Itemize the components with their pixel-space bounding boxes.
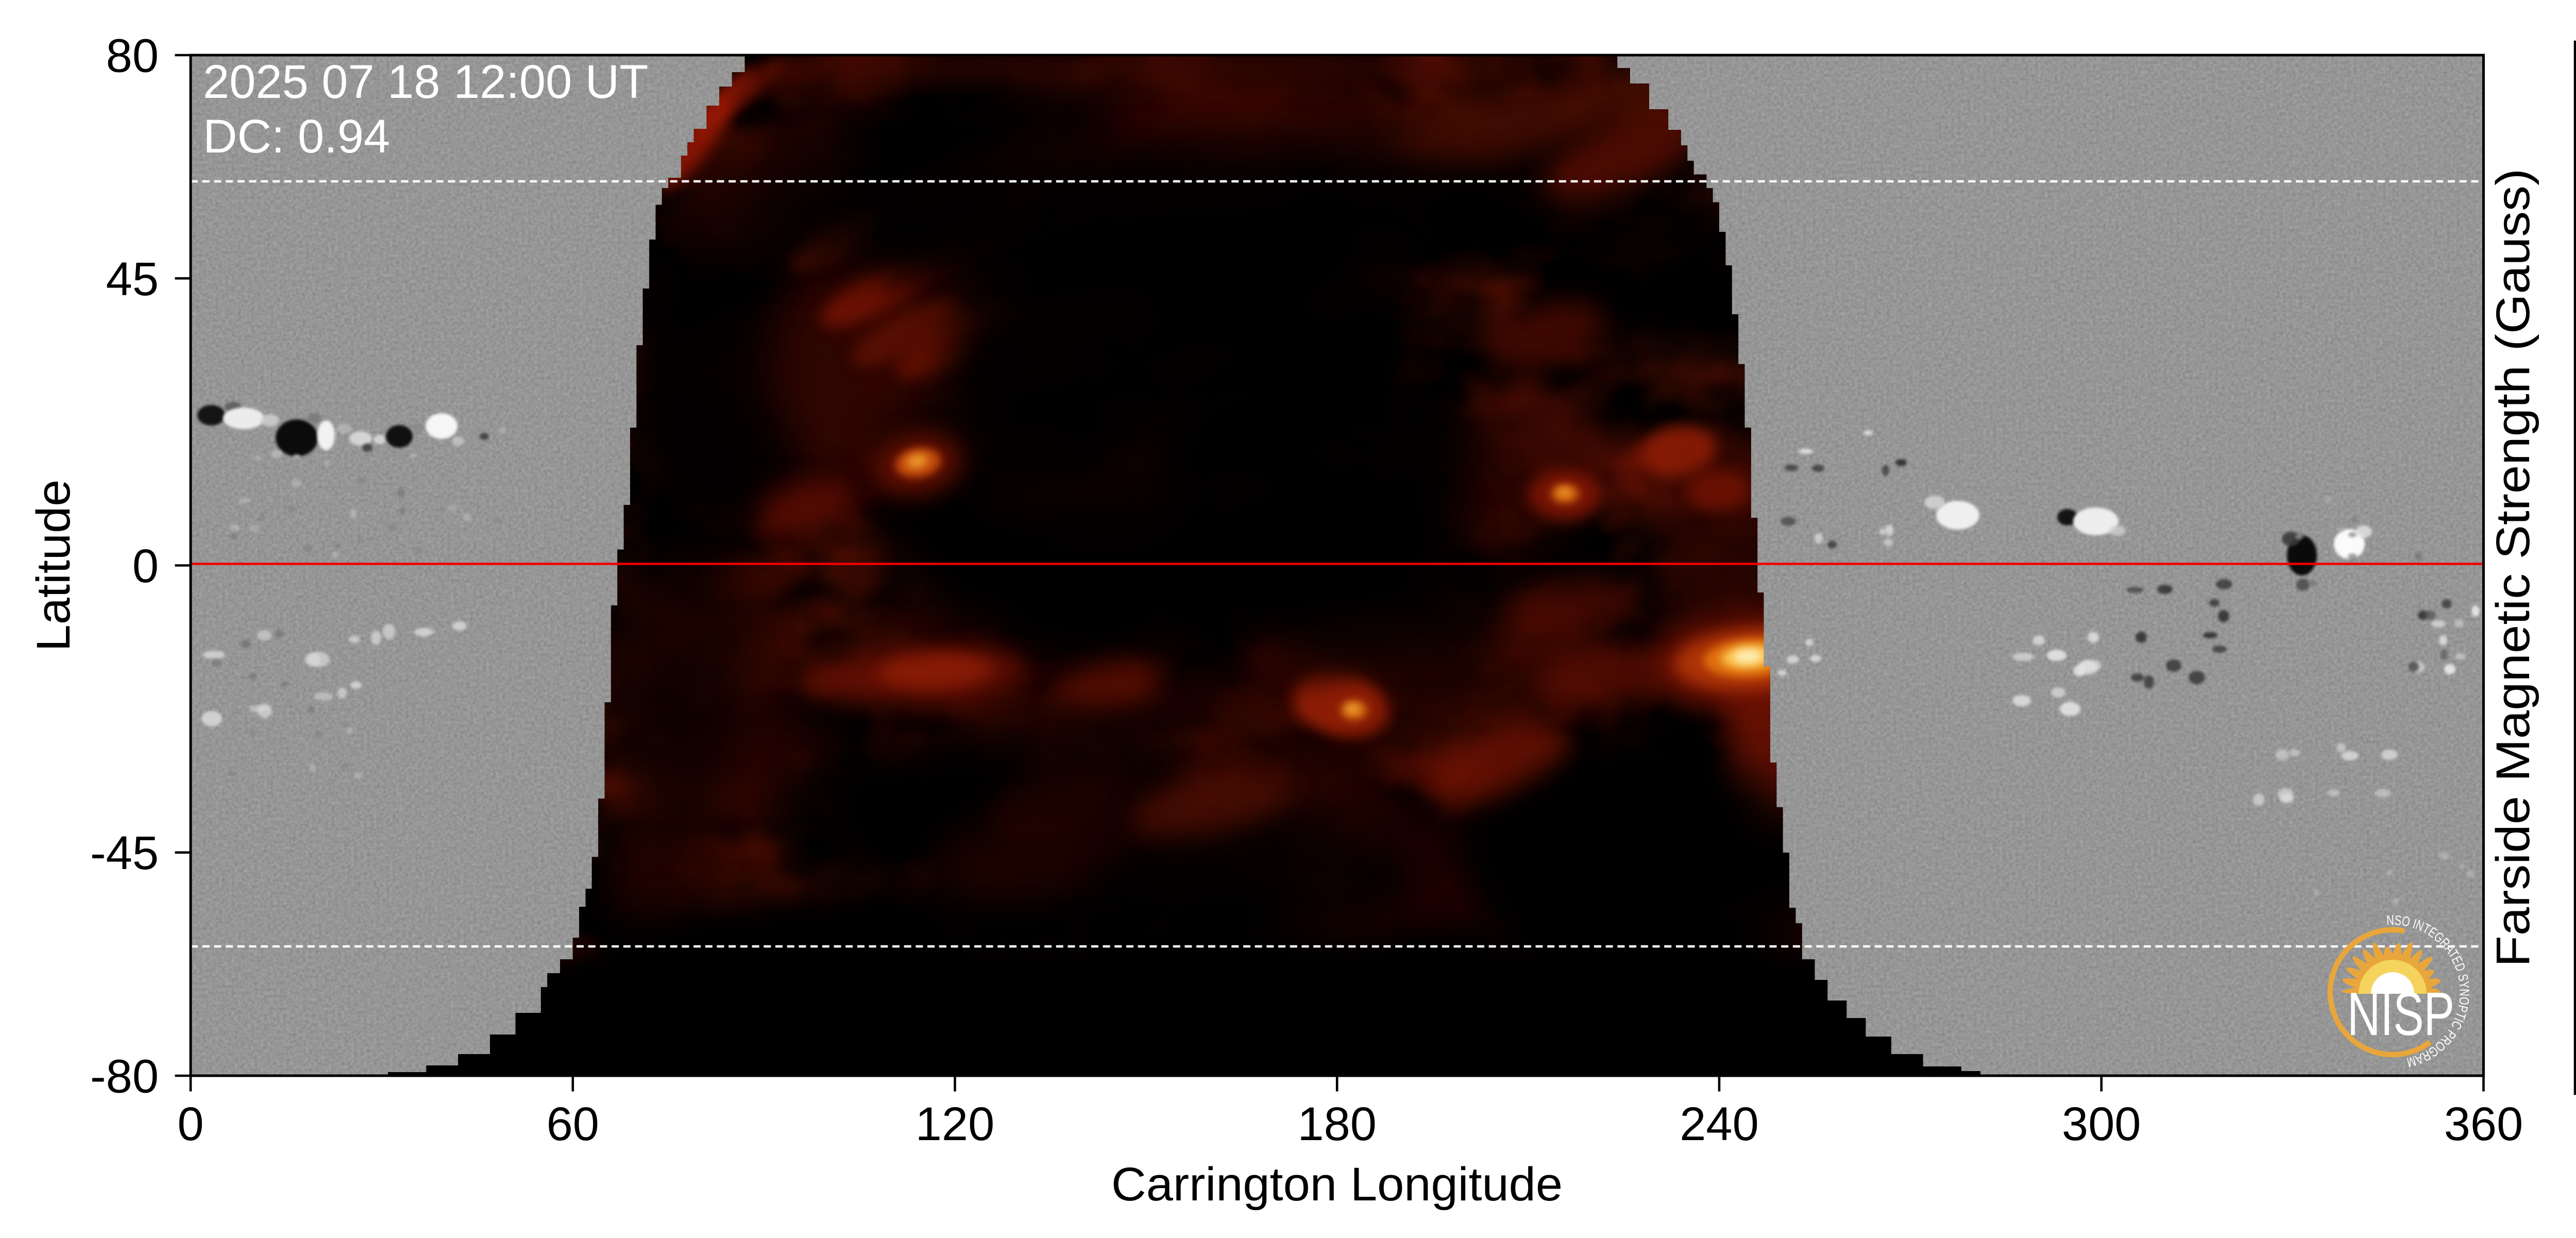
svg-text:0: 0 bbox=[177, 1098, 204, 1150]
svg-text:NISP: NISP bbox=[2347, 980, 2454, 1048]
svg-text:60: 60 bbox=[547, 1098, 599, 1150]
svg-text:300: 300 bbox=[2062, 1098, 2141, 1150]
svg-text:80: 80 bbox=[106, 30, 159, 82]
svg-text:180: 180 bbox=[1297, 1098, 1377, 1150]
svg-text:120: 120 bbox=[916, 1098, 995, 1150]
svg-text:DC: 0.94: DC: 0.94 bbox=[203, 110, 390, 163]
svg-text:0: 0 bbox=[132, 540, 159, 592]
svg-text:45: 45 bbox=[106, 253, 159, 306]
svg-text:240: 240 bbox=[1680, 1098, 1759, 1150]
svg-text:Latitude: Latitude bbox=[27, 480, 80, 652]
svg-text:-80: -80 bbox=[90, 1050, 159, 1103]
svg-text:-45: -45 bbox=[90, 827, 159, 879]
svg-text:360: 360 bbox=[2444, 1098, 2523, 1150]
svg-text:2025 07 18 12:00 UT: 2025 07 18 12:00 UT bbox=[203, 56, 648, 108]
svg-text:Carrington Longitude: Carrington Longitude bbox=[1111, 1158, 1563, 1211]
svg-text:Farside Magnetic Strength (Gau: Farside Magnetic Strength (Gauss) bbox=[2487, 168, 2539, 967]
